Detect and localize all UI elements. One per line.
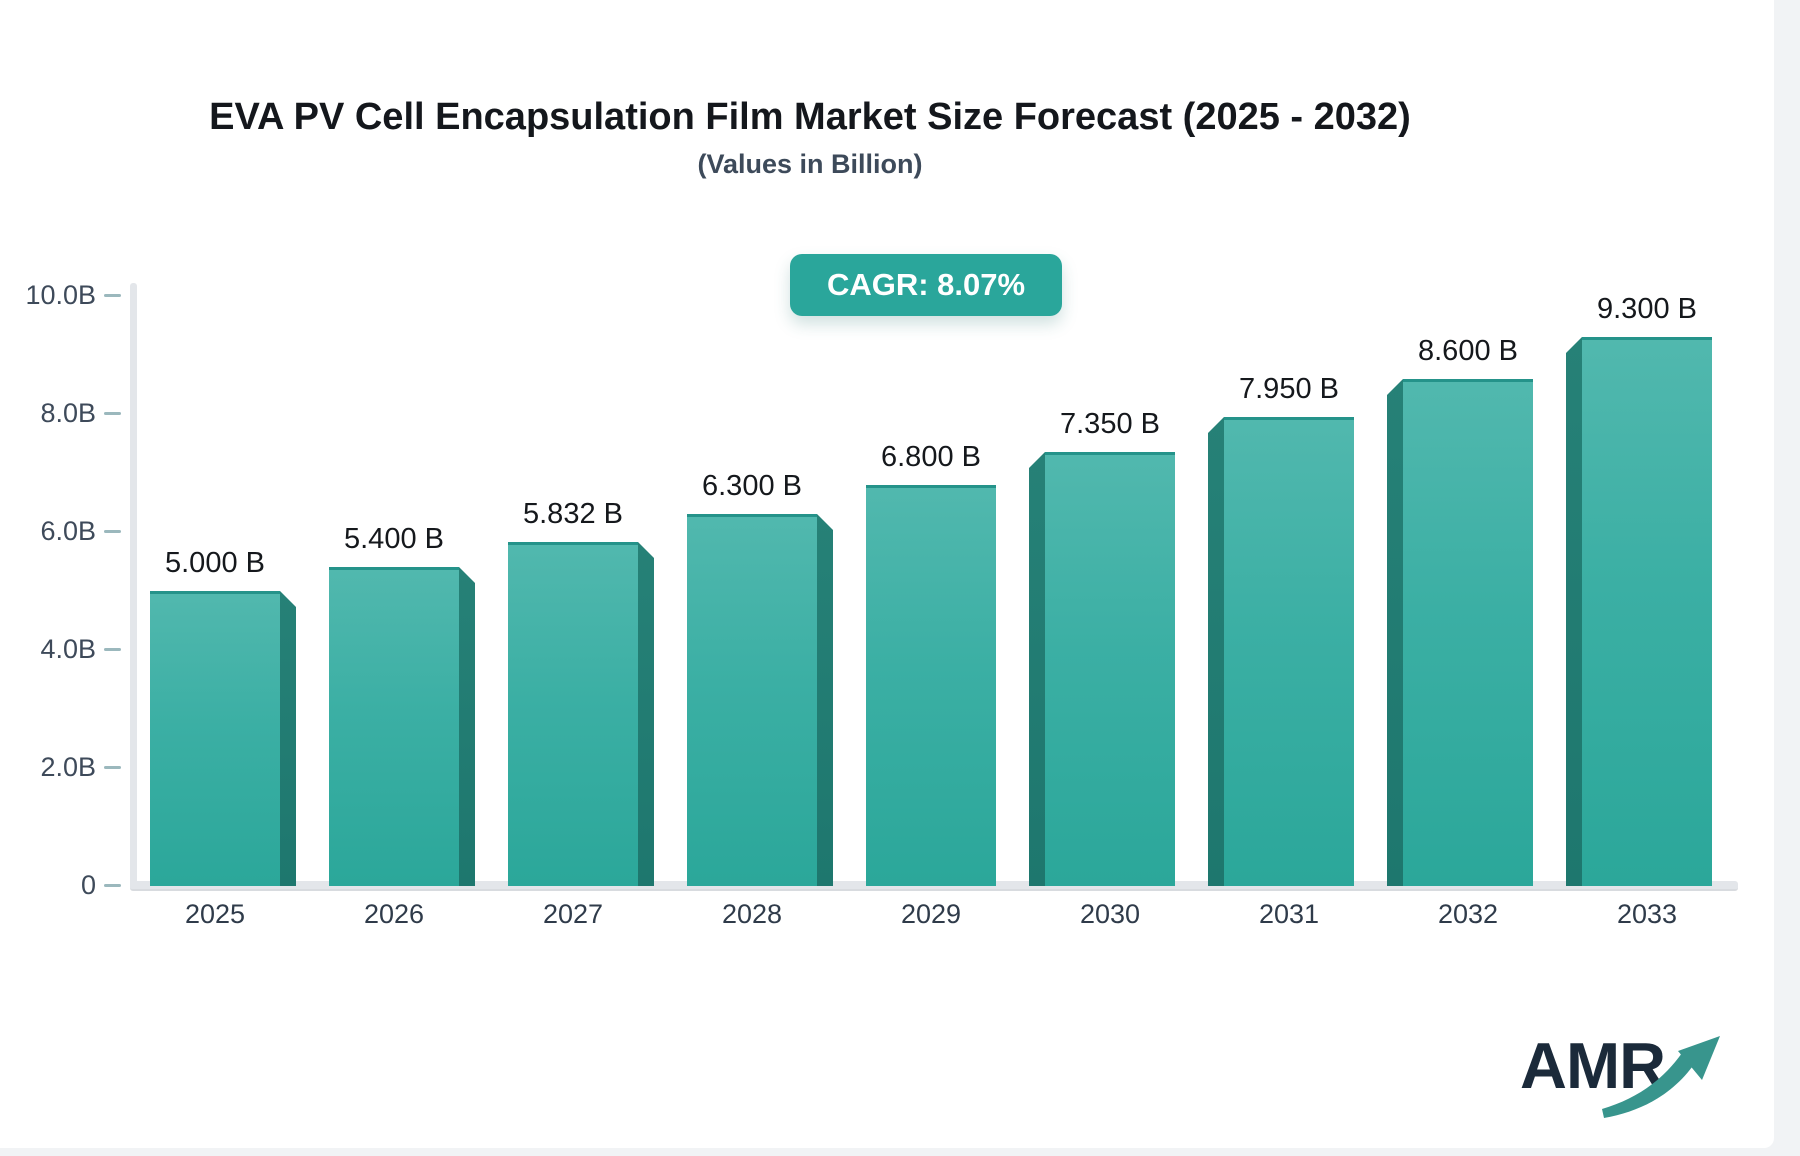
bar-side-face (1387, 379, 1403, 886)
x-axis-label: 2028 (721, 899, 783, 929)
x-axis-label: 2026 (363, 899, 425, 929)
bar-side-face (1029, 452, 1045, 886)
y-tick (104, 411, 121, 415)
x-axis-label: 2031 (1258, 899, 1320, 929)
bar-side-face (280, 591, 296, 886)
amr-logo-text: AMR (1520, 1029, 1666, 1102)
bar-face (1045, 452, 1175, 886)
x-axis-label: 2032 (1437, 899, 1499, 929)
amr-logo: AMR (1520, 1028, 1750, 1128)
bar-side-face (638, 542, 654, 886)
y-tick-label: 10.0B (25, 280, 96, 310)
y-tick-label: 8.0B (40, 398, 96, 428)
bar-face (1582, 337, 1712, 886)
bar-face (687, 514, 817, 886)
cagr-badge: CAGR: 8.07% (790, 254, 1062, 316)
x-axis-label: 2025 (184, 899, 246, 929)
bar-side-face (459, 567, 475, 886)
bar-value-label: 5.400 B (344, 523, 444, 555)
bar-value-label: 7.950 B (1239, 373, 1339, 405)
y-tick (104, 765, 121, 769)
bar-face (150, 591, 280, 886)
chart-subtitle: (Values in Billion) (697, 149, 923, 179)
y-tick-label: 6.0B (40, 516, 96, 546)
growth-arrow-icon (1602, 1036, 1720, 1118)
bar-side-face (817, 514, 833, 886)
x-axis-label: 2033 (1616, 899, 1678, 929)
bar-value-label: 5.000 B (165, 547, 265, 579)
y-tick (104, 293, 121, 297)
bar-value-label: 5.832 B (523, 498, 623, 530)
cagr-badge-label: CAGR: 8.07% (826, 267, 1026, 302)
bar-face (1403, 379, 1533, 886)
bar-face (329, 567, 459, 886)
y-tick (104, 529, 121, 533)
bar-side-face (1566, 337, 1582, 886)
y-tick (104, 647, 121, 651)
chart-title: EVA PV Cell Encapsulation Film Market Si… (209, 96, 1411, 138)
chart-card: EVA PV Cell Encapsulation Film Market Si… (0, 0, 1774, 1148)
bar-value-label: 6.300 B (702, 470, 802, 502)
bar-value-label: 7.350 B (1060, 408, 1160, 440)
bar-value-label: 9.300 B (1597, 293, 1697, 325)
y-tick-label: 2.0B (40, 752, 96, 782)
x-axis-label: 2029 (900, 899, 962, 929)
bar-face (508, 542, 638, 886)
bar-value-label: 6.800 B (881, 441, 981, 473)
y-tick-label: 4.0B (40, 634, 96, 664)
y-tick-label: 0 (80, 870, 96, 900)
bar-face (1224, 417, 1354, 886)
x-axis-label: 2030 (1079, 899, 1141, 929)
bar-face (866, 485, 996, 886)
bar-value-label: 8.600 B (1418, 335, 1518, 367)
y-tick (104, 883, 121, 887)
x-axis-label: 2027 (542, 899, 604, 929)
bar-side-face (1208, 417, 1224, 886)
y-axis-line (130, 283, 137, 889)
x-axis-line (130, 881, 1738, 891)
